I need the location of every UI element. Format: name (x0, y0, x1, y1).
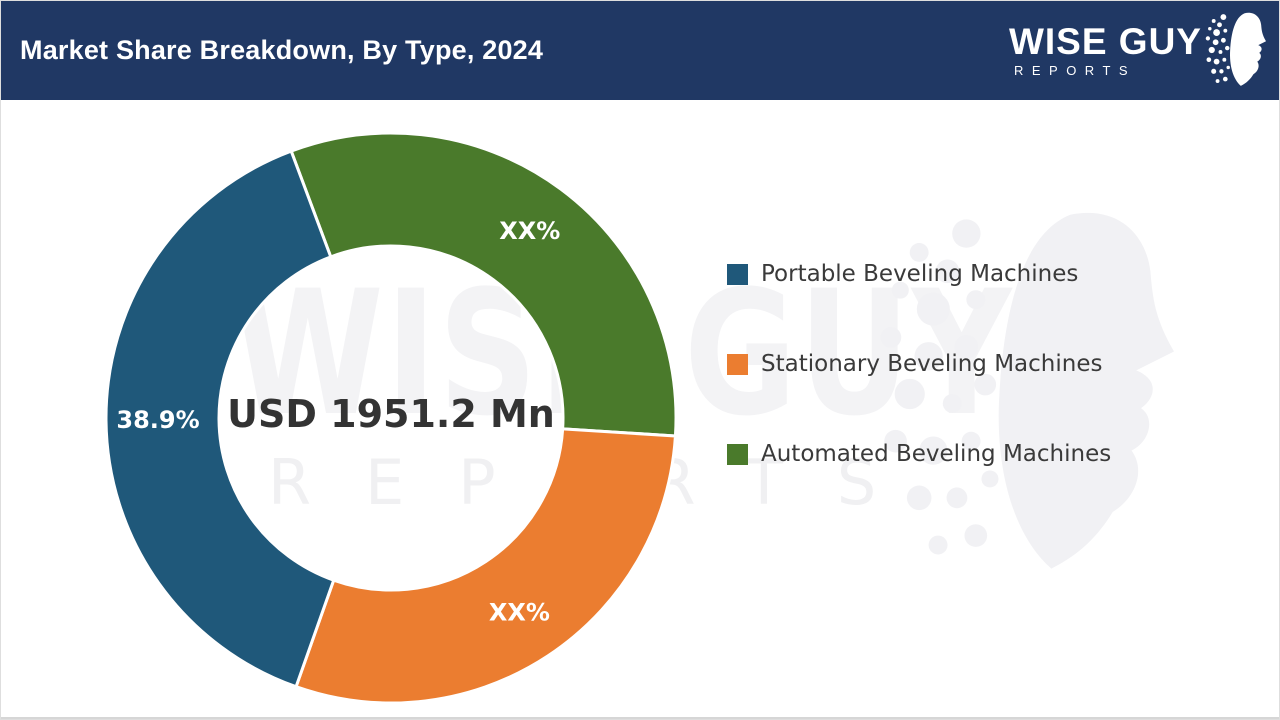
header-bar: Market Share Breakdown, By Type, 2024 WI… (0, 0, 1280, 100)
legend-swatch-automated (727, 443, 748, 465)
wiseguy-logo-text: WISE GUY REPORTS (1009, 23, 1202, 77)
legend-label: Automated Beveling Machines (761, 441, 1112, 467)
legend-label: Portable Beveling Machines (761, 261, 1079, 287)
logo-wordmark: WISE GUY (1008, 21, 1202, 62)
wiseguy-face-icon (1205, 12, 1266, 86)
legend-item-portable: Portable Beveling Machines (727, 261, 1111, 287)
legend-swatch-portable (727, 263, 748, 285)
donut-segment (289, 131, 678, 438)
legend-item-stationary: Stationary Beveling Machines (727, 351, 1111, 377)
page-title: Market Share Breakdown, By Type, 2024 (20, 34, 544, 65)
segment-value-label: XX% (499, 217, 560, 245)
segment-value-label: XX% (489, 598, 550, 626)
donut-segment (294, 427, 678, 705)
legend-item-automated: Automated Beveling Machines (727, 441, 1112, 467)
donut-chart: XX% XX% 38.9% (104, 131, 678, 705)
legend-label: Stationary Beveling Machines (761, 351, 1103, 377)
logo-subtext: REPORTS (1013, 63, 1137, 78)
bottom-divider (1, 717, 1279, 719)
legend-swatch-stationary (727, 353, 748, 375)
chart-center-value: USD 1951.2 Mn (227, 392, 555, 436)
wiseguy-logo: WISE GUY REPORTS (1009, 10, 1266, 90)
chart-legend: Portable Beveling Machines Stationary Be… (727, 263, 1111, 533)
donut-segment (104, 149, 336, 689)
segment-value-label: 38.9% (116, 406, 199, 434)
